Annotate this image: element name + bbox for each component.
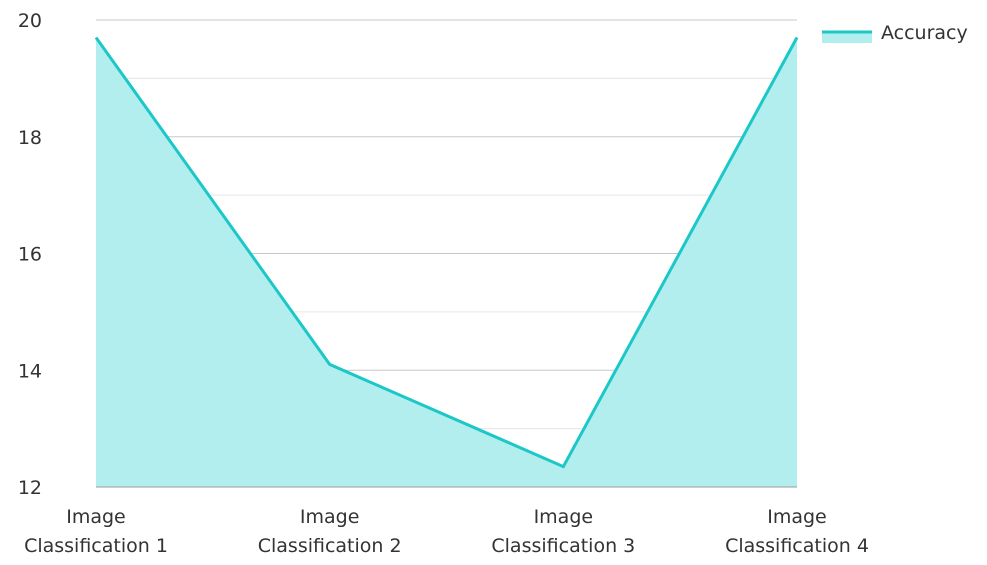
legend-label-accuracy: Accuracy bbox=[881, 22, 968, 44]
legend: Accuracy bbox=[822, 22, 968, 44]
area-fill-accuracy bbox=[96, 38, 797, 487]
y-tick-label: 14 bbox=[18, 360, 42, 382]
area-series bbox=[96, 38, 797, 487]
y-tick-label: 18 bbox=[18, 127, 42, 149]
y-axis-tick-labels: 12 14 16 18 20 bbox=[18, 10, 42, 499]
y-tick-label: 12 bbox=[18, 477, 42, 499]
y-tick-label: 20 bbox=[18, 10, 42, 32]
y-tick-label: 16 bbox=[18, 244, 42, 266]
